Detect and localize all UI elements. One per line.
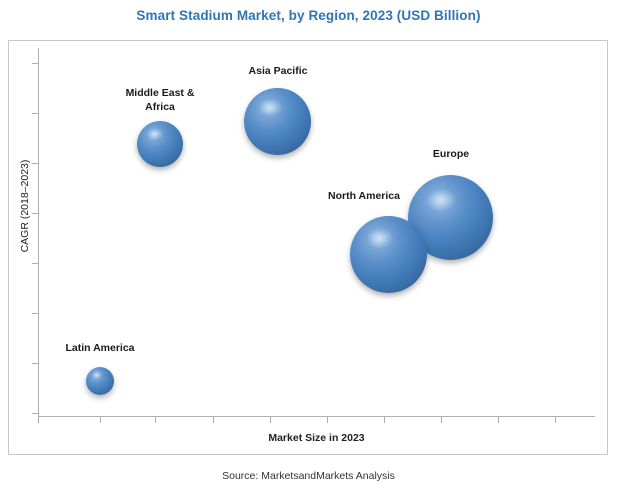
y-axis-tick (32, 363, 38, 364)
x-axis-tick (270, 417, 271, 423)
bubble-label-latin-america-text: Latin America (65, 342, 135, 354)
bubble-label-middle-east-africa-line1: Middle East & (125, 87, 195, 99)
bubble-label-asia-pacific-text: Asia Pacific (248, 65, 308, 77)
x-axis-tick (441, 417, 442, 423)
x-axis-line (38, 416, 595, 417)
y-axis-tick (32, 63, 38, 64)
x-axis-tick (155, 417, 156, 423)
x-axis-tick (38, 417, 39, 423)
bubble-label-latin-america: Latin America (48, 341, 152, 355)
y-axis-tick (32, 413, 38, 414)
y-axis-tick (32, 163, 38, 164)
bubble-label-europe-text: Europe (432, 148, 470, 160)
y-axis-label: CAGR (2018–2023) (19, 159, 31, 253)
bubble-label-middle-east-africa: Middle East & Africa (105, 86, 215, 114)
bubble-label-north-america: North America (312, 189, 416, 203)
x-axis-tick (498, 417, 499, 423)
x-axis-label: Market Size in 2023 (268, 432, 365, 444)
x-axis-tick (213, 417, 214, 423)
y-axis-tick (32, 313, 38, 314)
bubble-latin-america[interactable] (86, 367, 114, 395)
x-axis-tick (555, 417, 556, 423)
x-axis-tick (100, 417, 101, 423)
y-axis-tick (32, 213, 38, 214)
bubble-asia-pacific[interactable] (244, 88, 311, 155)
bubble-label-middle-east-africa-line2: Africa (145, 101, 175, 113)
source-caption: Source: MarketsandMarkets Analysis (222, 470, 395, 482)
bubble-middle-east-africa[interactable] (137, 121, 183, 167)
y-axis-tick (32, 263, 38, 264)
y-axis-tick (32, 113, 38, 114)
x-axis-tick (384, 417, 385, 423)
bubble-label-europe: Europe (410, 147, 492, 161)
x-axis-tick (327, 417, 328, 423)
bubble-north-america[interactable] (350, 216, 427, 293)
chart-title: Smart Stadium Market, by Region, 2023 (U… (136, 8, 481, 23)
bubble-label-asia-pacific: Asia Pacific (226, 64, 330, 78)
y-axis-line (38, 48, 39, 416)
bubble-label-north-america-text: North America (328, 190, 400, 202)
